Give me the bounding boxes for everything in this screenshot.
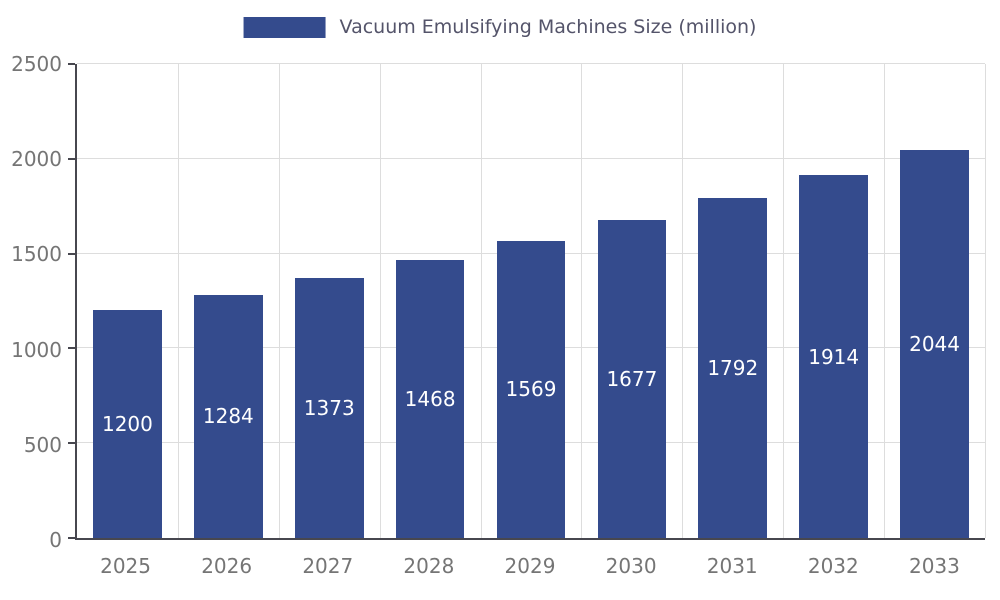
- bar-value-label: 2044: [909, 332, 961, 357]
- bars: 1200 1284 1373 1468 1569 1677 1792 1914 2044: [77, 64, 985, 538]
- bar-column: 1677: [581, 64, 682, 538]
- bar[interactable]: 1792: [698, 198, 768, 538]
- y-tick-label: 2000: [11, 147, 62, 172]
- y-tick-marks: [68, 63, 985, 539]
- bar-value-label: 1569: [505, 377, 557, 402]
- v-gridline: [884, 64, 886, 538]
- v-gridline: [278, 64, 280, 538]
- bar[interactable]: 1200: [93, 310, 162, 538]
- x-tick-label: 2028: [403, 554, 455, 578]
- x-tick-label: 2025: [100, 554, 151, 578]
- y-tick-mark: [68, 537, 75, 539]
- legend-item[interactable]: Vacuum Emulsifying Machines Size (millio…: [243, 16, 757, 38]
- bar[interactable]: 1284: [194, 294, 263, 538]
- legend-swatch: [243, 16, 326, 38]
- v-gridline: [581, 64, 583, 538]
- x-tick-label: 2032: [807, 554, 859, 578]
- bar-value-label: 1284: [202, 404, 254, 429]
- bar[interactable]: 1914: [799, 175, 868, 538]
- bar[interactable]: 1569: [496, 240, 566, 538]
- v-gridline: [480, 64, 482, 538]
- y-axis: 0 500 1000 1500 2000 2500: [0, 52, 62, 552]
- x-tick-label: 2030: [605, 554, 657, 578]
- bar-column: 1792: [682, 64, 783, 538]
- y-tick-label: 500: [23, 432, 62, 457]
- bar-column: 1284: [178, 64, 279, 538]
- bar-column: 2044: [884, 64, 985, 538]
- v-gridline: [379, 64, 381, 538]
- v-gridline: [985, 64, 986, 538]
- bar-value-label: 1914: [808, 344, 860, 369]
- y-tick-label: 0: [49, 528, 62, 552]
- y-tick-mark: [68, 347, 75, 350]
- bar[interactable]: 1373: [294, 277, 364, 538]
- x-tick-label: 2027: [302, 554, 354, 578]
- bar-column: 1200: [77, 64, 178, 538]
- bar-column: 1373: [279, 64, 380, 538]
- v-gridline: [177, 64, 179, 538]
- h-gridline: [77, 157, 985, 159]
- y-tick-mark: [68, 442, 75, 445]
- bar-value-label: 1200: [101, 412, 153, 437]
- x-axis: 2025 2026 2027 2028 2029 2030 2031 2032 2033: [75, 554, 985, 578]
- bar[interactable]: 1468: [395, 259, 465, 538]
- y-tick-label: 1500: [11, 242, 62, 267]
- x-tick-label: 2026: [201, 554, 253, 578]
- bar-value-label: 1677: [606, 367, 658, 392]
- bar[interactable]: 1677: [597, 220, 667, 538]
- bar-value-label: 1468: [404, 386, 456, 411]
- bar-value-label: 1373: [303, 395, 355, 420]
- x-tick-label: 2033: [908, 554, 960, 578]
- bar[interactable]: 2044: [900, 150, 969, 538]
- v-gridline: [783, 64, 785, 538]
- bar-value-label: 1792: [707, 356, 759, 381]
- x-tick-label: 2031: [706, 554, 758, 578]
- y-tick-mark: [68, 252, 75, 255]
- v-gridline: [682, 64, 684, 538]
- x-tick-label: 2029: [504, 554, 556, 578]
- bar-column: 1914: [783, 64, 884, 538]
- legend-label: Vacuum Emulsifying Machines Size (millio…: [339, 16, 757, 38]
- plot-area: 1200 1284 1373 1468 1569 1677 1792 1914 2044: [68, 63, 986, 540]
- bar-column: 1468: [380, 64, 481, 538]
- y-tick-label: 2500: [11, 52, 62, 76]
- y-tick-label: 1000: [11, 337, 62, 362]
- h-gridline: [77, 63, 985, 64]
- y-tick-mark: [68, 157, 75, 160]
- y-tick-mark: [68, 63, 75, 65]
- bar-column: 1569: [481, 64, 582, 538]
